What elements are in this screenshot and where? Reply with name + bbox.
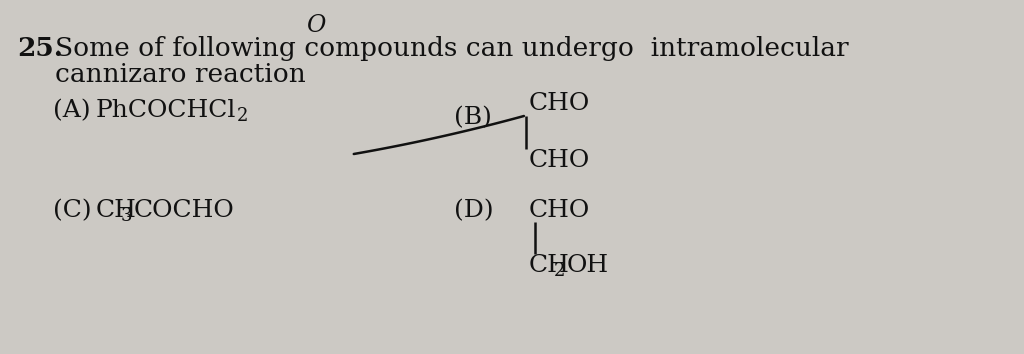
Text: CHO: CHO: [528, 149, 590, 172]
Text: PhCOCHCl: PhCOCHCl: [95, 99, 236, 122]
Text: (C): (C): [52, 199, 91, 222]
Text: Some of following compounds can undergo  intramolecular: Some of following compounds can undergo …: [55, 36, 849, 61]
Text: CHO: CHO: [528, 92, 590, 115]
Text: cannizaro reaction: cannizaro reaction: [55, 62, 306, 87]
Text: COCHO: COCHO: [134, 199, 234, 222]
Text: CH: CH: [95, 199, 136, 222]
Text: (D): (D): [454, 199, 494, 222]
Text: 3: 3: [121, 207, 132, 225]
Text: CHO: CHO: [528, 199, 590, 222]
Text: CH: CH: [528, 254, 569, 277]
Text: 2: 2: [238, 107, 249, 125]
Text: (A): (A): [52, 99, 90, 122]
Text: 25.: 25.: [17, 36, 63, 61]
Text: OH: OH: [567, 254, 609, 277]
Text: 2: 2: [554, 262, 565, 280]
Text: O: O: [306, 14, 326, 37]
Text: (B): (B): [454, 106, 492, 129]
